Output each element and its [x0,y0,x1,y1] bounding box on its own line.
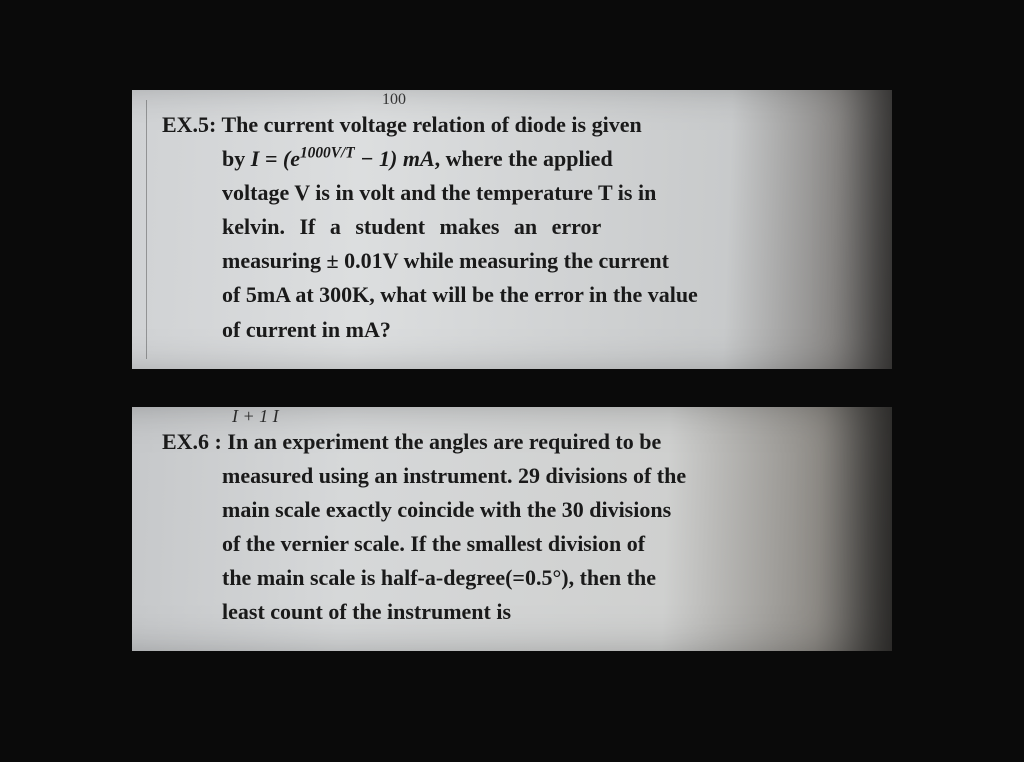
formula-rest: − 1) mA [355,146,435,171]
diode-formula: I = (e1000V/T − 1) mA [251,146,435,171]
ex5-line7: of current in mA? [222,313,862,347]
ex5-body: by I = (e1000V/T − 1) mA, where the appl… [162,142,862,347]
ex6-body: measured using an instrument. 29 divisio… [162,459,862,629]
ex6-line1: In an experiment the angles are required… [227,429,661,454]
formula-eq: = [259,146,283,171]
formula-e: e [290,146,300,171]
ex5-line3: voltage V is in volt and the temperature… [222,176,862,210]
left-margin-rule [146,100,147,359]
ex5-line5: measuring ± 0.01V while measuring the cu… [222,244,862,278]
cropped-fragment-top2: I + 1 I [232,403,279,431]
ex6-line6: least count of the instrument is [222,595,862,629]
ex6-line4: of the vernier scale. If the smallest di… [222,527,862,561]
ex6-line2: measured using an instrument. 29 divisio… [222,459,862,493]
ex5-line1: The current voltage relation of diode is… [222,112,642,137]
ex6-line3: main scale exactly coincide with the 30 … [222,493,862,527]
ex5-line6: of 5mA at 300K, what will be the error i… [222,278,862,312]
ex5-line2-post: , where the applied [435,146,613,171]
ex5-first-line: EX.5: The current voltage relation of di… [162,108,862,142]
problem-block-ex5: 100 EX.5: The current voltage relation o… [132,90,892,369]
cropped-fragment-top: 100 [382,88,406,113]
ex6-label: EX.6 : [162,429,222,454]
ex5-line4: kelvin. If a student makes an error [222,210,862,244]
ex5-label: EX.5: [162,112,216,137]
problem-block-ex6: I + 1 I EX.6 : In an experiment the angl… [132,407,892,652]
formula-exponent: 1000V/T [300,145,355,162]
ex6-line5: the main scale is half-a-degree(=0.5°), … [222,561,862,595]
ex5-line2-pre: by [222,146,251,171]
ex5-line2: by I = (e1000V/T − 1) mA, where the appl… [222,142,862,176]
